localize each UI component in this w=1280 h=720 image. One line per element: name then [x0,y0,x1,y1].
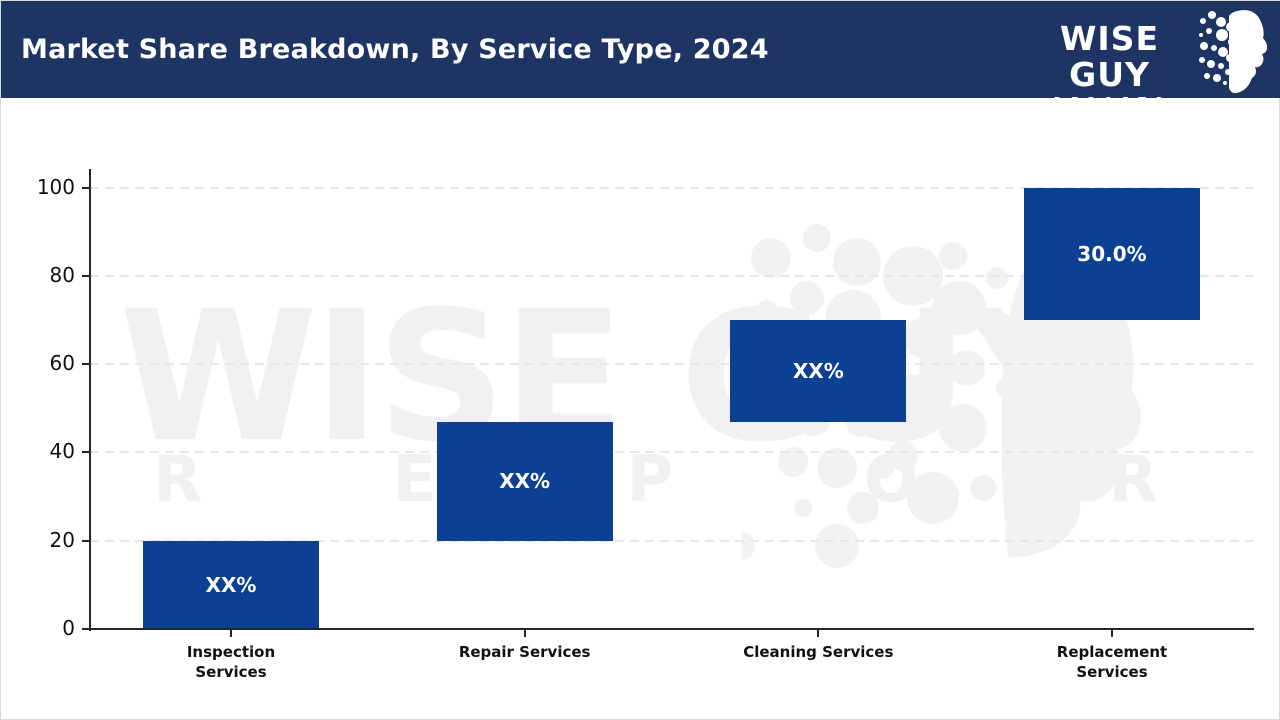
y-tick-mark-0 [82,628,90,630]
gridline-60 [90,363,1254,366]
logo-wordmark: WISE GUY [1060,19,1159,94]
y-tick-label-40: 40 [49,439,75,464]
bar-repair-services: XX% [436,421,613,541]
y-axis-line [89,168,91,631]
bar-replacement-services: 30.0% [1024,187,1200,321]
x-tick-mark-3 [1111,629,1113,637]
chart-title: Market Share Breakdown, By Service Type,… [21,34,769,65]
wise-guy-logo: WISE GUY REPORTS [1017,5,1267,109]
y-tick-label-60: 60 [49,351,75,376]
bar-value-label: XX% [205,572,257,597]
bar-value-label: XX% [792,358,844,383]
x-tick-label-0: Inspection Services [186,643,276,681]
logo-subtitle: REPORTS [1053,95,1172,109]
gridline-40 [90,451,1254,454]
x-tick-mark-0 [230,629,232,637]
waterfall-chart: 0 20 40 60 80 100 XX% Inspection Services XX% Repa… [1,98,1280,718]
y-tick-mark-20 [82,539,90,542]
y-tick-label-0: 0 [62,616,75,640]
x-tick-label-1: Repair Services [458,643,591,661]
gridline-100 [90,186,1254,189]
bar-value-label: XX% [499,469,551,494]
gridline-80 [90,274,1254,277]
y-tick-mark-100 [82,186,90,189]
x-tick-label-2: Cleaning Services [743,643,894,661]
header-bar: Market Share Breakdown, By Service Type,… [1,1,1280,109]
x-tick-mark-2 [817,629,820,637]
y-tick-label-80: 80 [49,262,75,287]
y-tick-mark-60 [82,363,90,366]
bar-cleaning-services: XX% [730,320,907,422]
bar-inspection-services: XX% [143,540,319,629]
y-tick-mark-80 [82,274,90,277]
gridline-20 [90,539,1254,542]
y-tick-mark-40 [82,451,90,454]
y-tick-label-20: 20 [49,527,75,552]
bar-value-label: 30.0% [1077,241,1147,266]
x-tick-mark-1 [523,629,526,637]
y-tick-label-100: 100 [36,174,75,199]
logo-face-icon [1199,10,1267,94]
x-tick-label-3: Replacement Services [1056,643,1168,681]
x-axis-line [88,628,1254,630]
logo-text: WISE GUY REPORTS [1017,19,1202,110]
